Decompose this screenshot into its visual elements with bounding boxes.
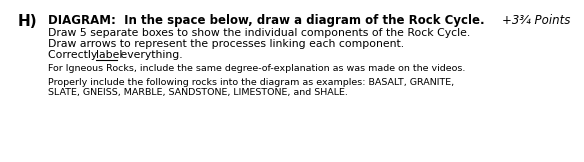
Text: Draw arrows to represent the processes linking each component.: Draw arrows to represent the processes l… xyxy=(48,39,404,49)
Text: everything.: everything. xyxy=(117,50,183,60)
Text: Properly include the following rocks into the diagram as examples: BASALT, GRANI: Properly include the following rocks int… xyxy=(48,78,454,87)
Text: SLATE, GNEISS, MARBLE, SANDSTONE, LIMESTONE, and SHALE.: SLATE, GNEISS, MARBLE, SANDSTONE, LIMEST… xyxy=(48,88,348,97)
Text: Draw 5 separate boxes to show the individual components of the Rock Cycle.: Draw 5 separate boxes to show the indivi… xyxy=(48,28,470,38)
Text: H): H) xyxy=(18,14,37,29)
Text: Correctly: Correctly xyxy=(48,50,101,60)
Text: DIAGRAM:  In the space below, draw a diagram of the Rock Cycle.: DIAGRAM: In the space below, draw a diag… xyxy=(48,14,485,27)
Text: label: label xyxy=(96,50,123,60)
Text: For Igneous Rocks, include the same degree-of-explanation as was made on the vid: For Igneous Rocks, include the same degr… xyxy=(48,64,465,73)
Text: +3¾ Points: +3¾ Points xyxy=(502,14,570,27)
